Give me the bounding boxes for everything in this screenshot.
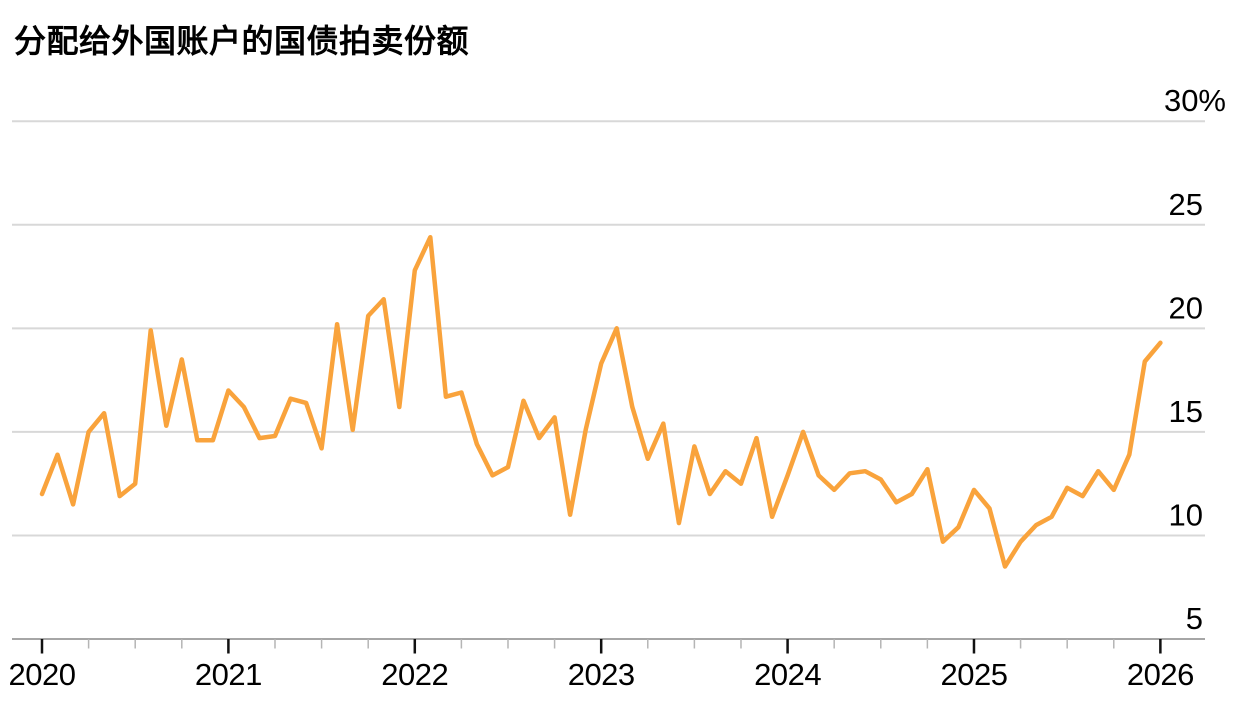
y-axis-label: 20 [1169, 290, 1203, 325]
x-axis-label: 2023 [568, 657, 635, 692]
x-axis-label: 2024 [754, 657, 821, 692]
chart-title: 分配给外国账户的国债拍卖份额 [14, 22, 470, 60]
x-axis-label: 2022 [381, 657, 448, 692]
y-axis-label: 30% [1164, 83, 1226, 118]
x-axis-label: 2021 [195, 657, 262, 692]
x-axis-label: 2025 [940, 657, 1007, 692]
y-axis-label: 25 [1169, 187, 1203, 222]
y-axis-label: 15 [1169, 394, 1203, 429]
x-axis-label: 2020 [9, 657, 76, 692]
y-axis-label: 10 [1169, 497, 1203, 532]
y-axis-label: 5 [1186, 601, 1203, 636]
treasury-foreign-share-line [39, 234, 1163, 569]
x-axis-label: 2026 [1127, 657, 1194, 692]
